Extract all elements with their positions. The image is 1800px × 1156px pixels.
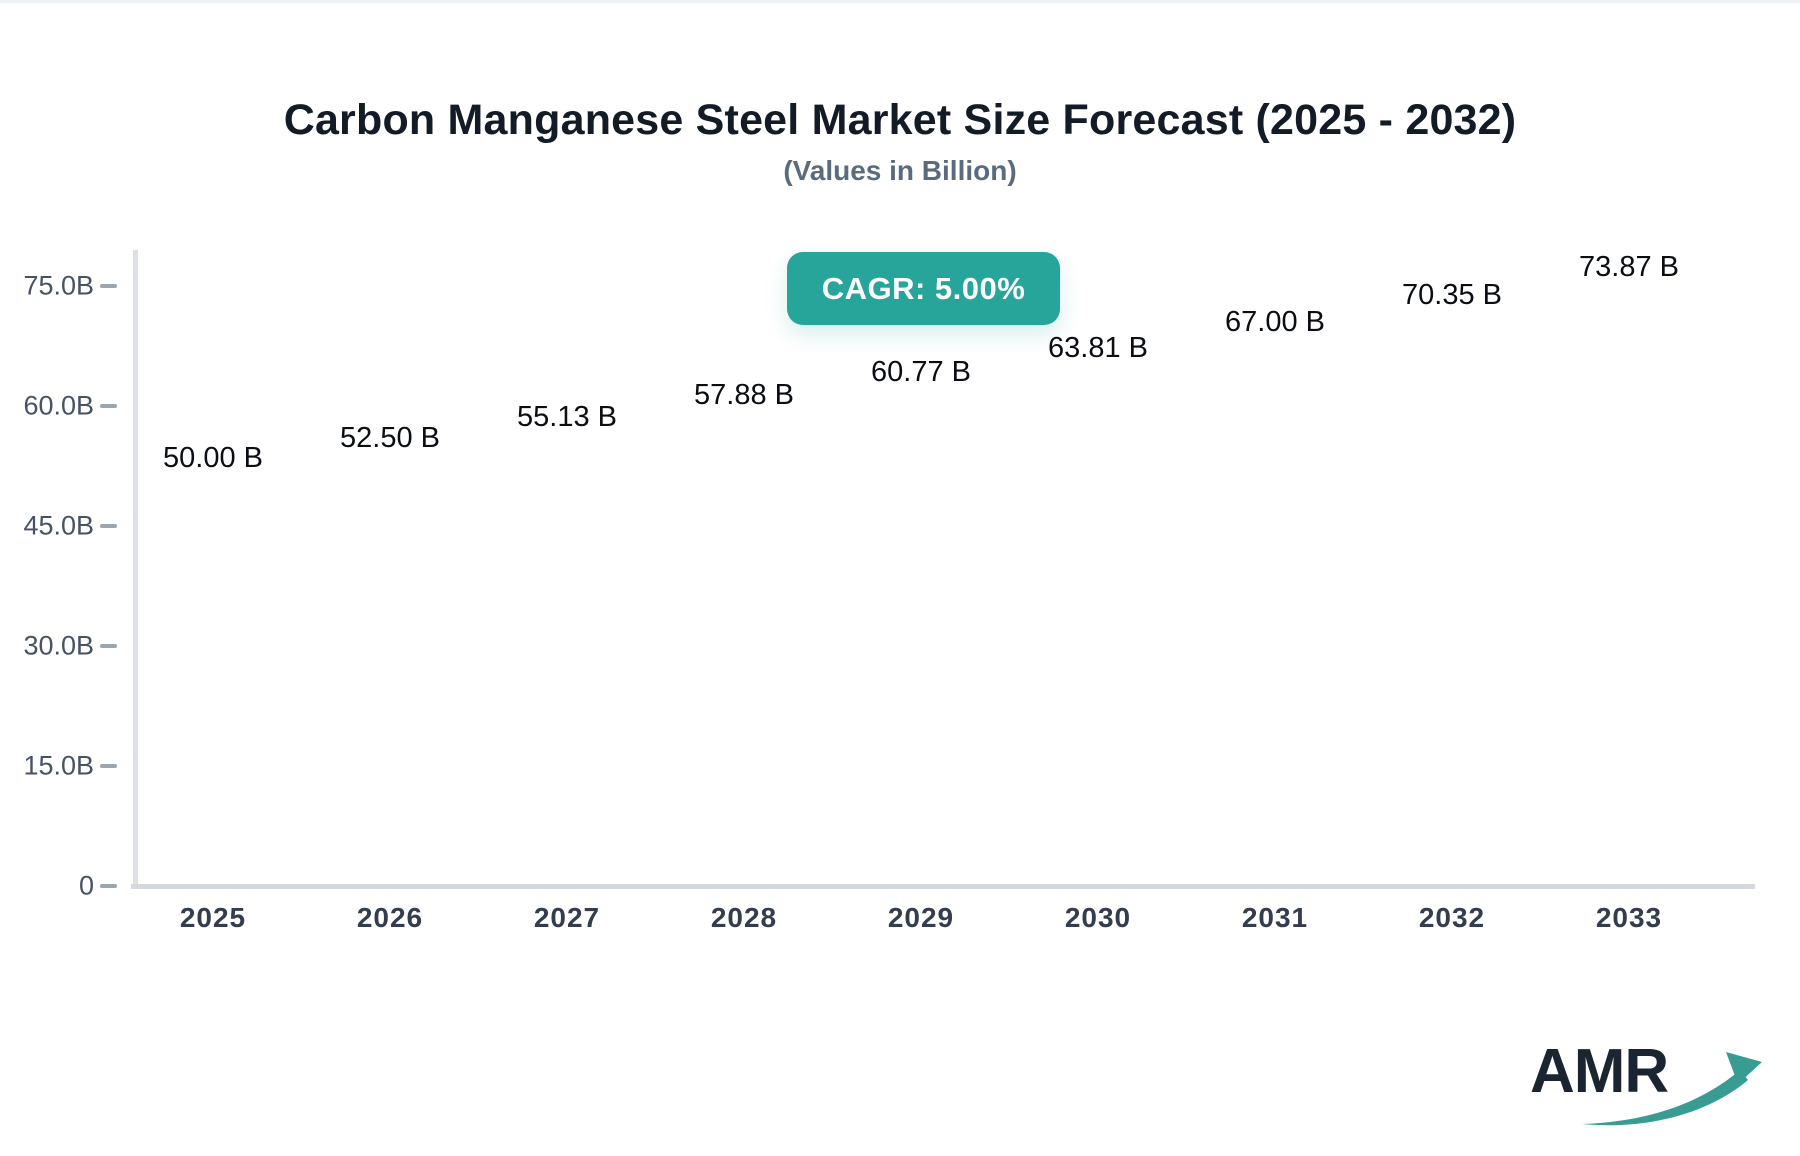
cagr-badge: CAGR: 5.00% [787, 252, 1060, 325]
y-axis-tick-mark [100, 524, 117, 528]
y-axis-tick-mark [100, 404, 117, 408]
amr-logo-text: AMR [1530, 1037, 1669, 1106]
y-axis-tick-mark [100, 884, 117, 888]
x-axis-label: 2030 [1064, 902, 1132, 933]
x-axis-label: 2026 [356, 902, 424, 933]
amr-logo: AMR [1502, 1030, 1762, 1130]
bar-value-label: 73.87 B [1579, 251, 1679, 283]
growth-arrow-icon [1582, 1052, 1762, 1126]
y-axis-tick-label: 30.0B [23, 630, 94, 661]
bar-value-label: 52.50 B [340, 422, 440, 454]
x-axis-line [131, 884, 1755, 889]
x-axis-label: 2031 [1241, 902, 1309, 933]
y-axis-tick-label: 0 [78, 870, 94, 901]
y-axis-tick-label: 75.0B [23, 270, 94, 301]
bar-value-label: 60.77 B [871, 356, 971, 388]
x-axis-label: 2028 [710, 902, 778, 933]
page-top-edge [0, 0, 1800, 3]
page-title: Carbon Manganese Steel Market Size Forec… [283, 96, 1517, 144]
y-axis-line [133, 250, 138, 886]
x-axis-label: 2033 [1595, 902, 1663, 933]
y-axis-tick-mark [100, 644, 117, 648]
y-axis-tick-mark [100, 284, 117, 288]
x-axis-label: 2027 [533, 902, 601, 933]
page-subtitle: (Values in Billion) [783, 155, 1017, 186]
x-axis-label: 2029 [887, 902, 955, 933]
y-axis-tick-label: 60.0B [23, 390, 94, 421]
x-axis-label: 2025 [179, 902, 247, 933]
y-axis-tick-label: 15.0B [23, 750, 94, 781]
y-axis-tick-mark [100, 764, 117, 768]
bar-value-label: 63.81 B [1048, 332, 1148, 364]
y-axis-tick-label: 45.0B [23, 510, 94, 541]
bar-value-label: 57.88 B [694, 379, 794, 411]
x-axis-label: 2032 [1418, 902, 1486, 933]
bar-value-label: 55.13 B [517, 401, 617, 433]
cagr-badge-label: CAGR: 5.00% [821, 270, 1026, 306]
bar-value-label: 67.00 B [1225, 306, 1325, 338]
bar-value-label: 70.35 B [1402, 279, 1502, 311]
bar-value-label: 50.00 B [163, 442, 263, 474]
